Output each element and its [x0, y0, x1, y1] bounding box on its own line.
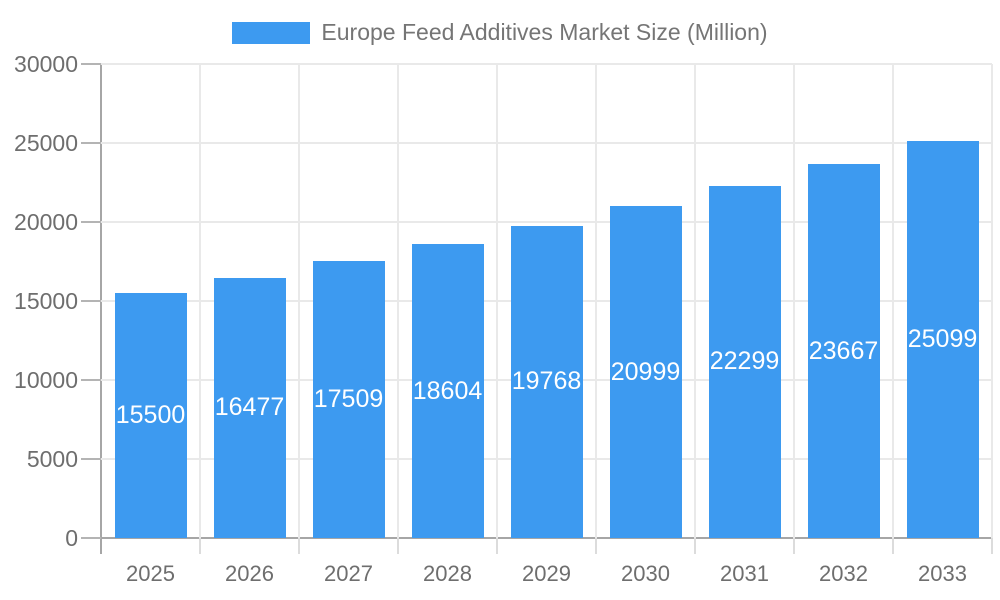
bar[interactable]: 17509	[312, 261, 385, 538]
x-axis-tick-label: 2029	[522, 561, 571, 586]
bar-value-label: 22299	[709, 347, 780, 376]
v-gridline	[496, 64, 498, 538]
bar-value-label: 19768	[511, 367, 582, 396]
bar[interactable]: 15500	[114, 293, 187, 538]
y-axis-tick	[81, 379, 101, 381]
y-axis-tick-label: 20000	[14, 209, 78, 235]
bar-value-label: 23667	[808, 336, 879, 365]
y-axis-tick	[81, 142, 101, 144]
x-axis-tick	[991, 538, 993, 554]
bar-value-label: 18604	[412, 376, 483, 405]
x-axis-tick-label: 2030	[621, 561, 670, 586]
y-axis-tick	[81, 537, 101, 539]
bar-value-label: 20999	[610, 357, 681, 386]
y-axis-tick-label: 0	[65, 525, 78, 551]
x-axis-tick	[397, 538, 399, 554]
bar[interactable]: 23667	[807, 164, 880, 538]
y-axis-tick	[81, 458, 101, 460]
y-axis-line	[100, 64, 102, 554]
y-axis-tick	[81, 300, 101, 302]
bar-value-label: 25099	[907, 325, 978, 354]
legend-swatch-icon	[232, 21, 311, 44]
bar[interactable]: 25099	[906, 141, 979, 538]
x-axis-tick-label: 2026	[225, 561, 274, 586]
bar-value-label: 15500	[115, 401, 186, 430]
x-axis-tick-label: 2031	[720, 561, 769, 586]
bar[interactable]: 20999	[609, 206, 682, 538]
x-axis-tick-label: 2033	[918, 561, 967, 586]
v-gridline	[397, 64, 399, 538]
x-axis-tick	[892, 538, 894, 554]
x-axis-tick	[298, 538, 300, 554]
v-gridline	[991, 64, 993, 538]
h-gridline	[101, 221, 992, 223]
x-axis-tick-label: 2028	[423, 561, 472, 586]
v-gridline	[199, 64, 201, 538]
x-axis-tick	[496, 538, 498, 554]
v-gridline	[793, 64, 795, 538]
x-axis-tick-label: 2027	[324, 561, 373, 586]
y-axis-tick-label: 30000	[14, 51, 78, 77]
y-axis-tick-label: 5000	[26, 446, 78, 472]
y-axis-tick	[81, 63, 101, 65]
v-gridline	[694, 64, 696, 538]
legend-item[interactable]: Europe Feed Additives Market Size (Milli…	[0, 21, 1000, 44]
x-axis-tick	[793, 538, 795, 554]
y-axis-tick-label: 15000	[14, 288, 78, 314]
v-gridline	[595, 64, 597, 538]
bar-value-label: 16477	[214, 393, 285, 422]
h-gridline	[101, 63, 992, 65]
v-gridline	[298, 64, 300, 538]
bar-value-label: 17509	[313, 385, 384, 414]
bar[interactable]: 22299	[708, 185, 781, 538]
bar[interactable]: 19768	[510, 225, 583, 538]
x-axis-tick-label: 2025	[126, 561, 175, 586]
x-axis-tick	[694, 538, 696, 554]
bar[interactable]: 18604	[411, 244, 484, 538]
plot-area: 15500 16477 17509 18604 19768 20999 22299 23667…	[101, 63, 993, 538]
x-axis-tick	[595, 538, 597, 554]
x-axis-tick-label: 2032	[819, 561, 868, 586]
bar[interactable]: 16477	[213, 277, 286, 538]
y-axis-tick	[81, 221, 101, 223]
x-axis-line	[101, 537, 992, 539]
y-axis-tick-label: 25000	[14, 130, 78, 156]
legend-label: Europe Feed Additives Market Size (Milli…	[321, 19, 768, 45]
y-axis-tick-label: 10000	[14, 367, 78, 393]
h-gridline	[101, 142, 992, 144]
v-gridline	[892, 64, 894, 538]
x-axis-tick	[199, 538, 201, 554]
